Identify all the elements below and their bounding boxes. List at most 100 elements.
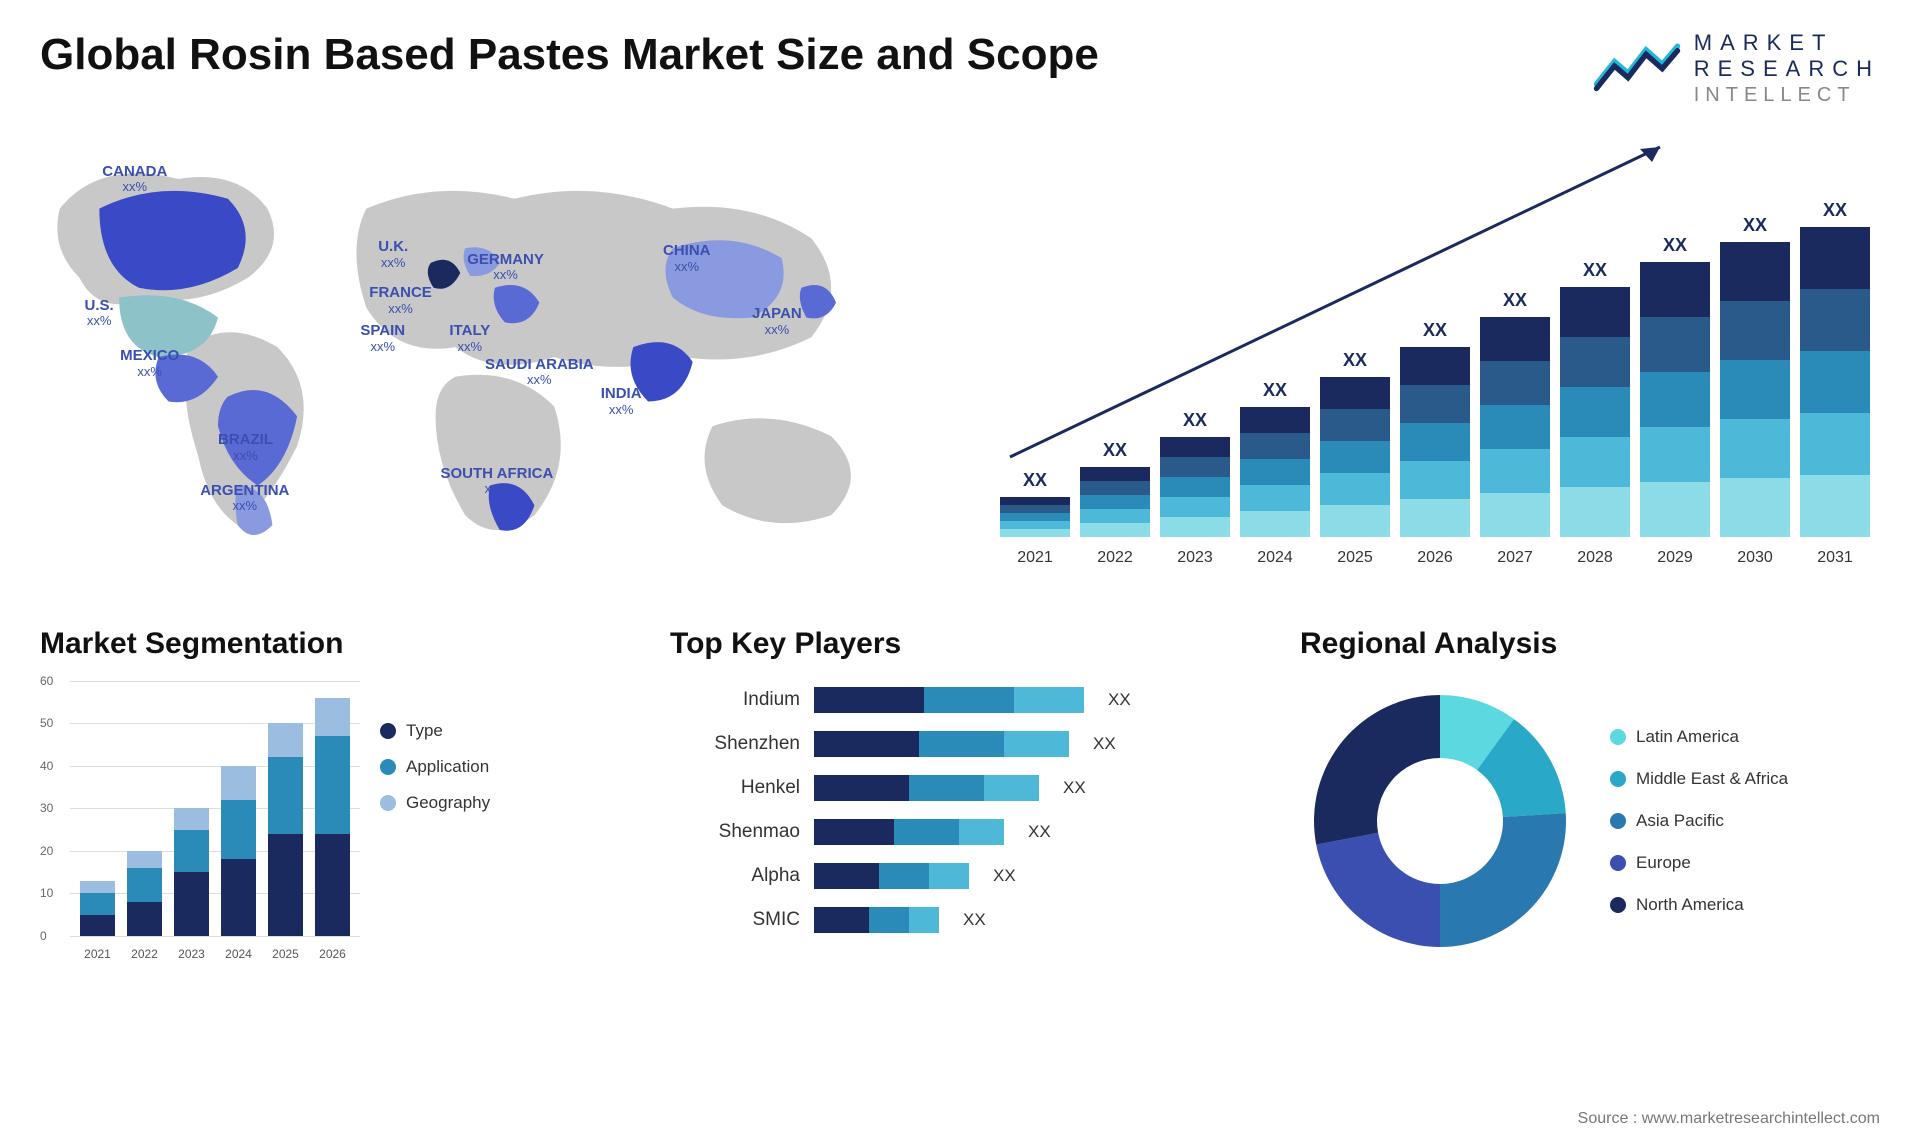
regional-legend: Latin AmericaMiddle East & AfricaAsia Pa… — [1610, 727, 1788, 915]
top-row: CANADAxx% U.S.xx%MEXICOxx% BRAZILxx% ARGENT… — [40, 147, 1880, 567]
legend-dot-icon — [1610, 771, 1626, 787]
growth-chart: XXXXXXXXXXXXXXXXXXXXXX 20212022202320242… — [990, 147, 1880, 567]
logo-line-3: INTELLECT — [1694, 83, 1880, 107]
map-label-saudi-arabia: SAUDI ARABIAxx% — [485, 357, 594, 388]
legend-dot-icon — [1610, 897, 1626, 913]
map-label-u-s-: U.S.xx% — [85, 298, 114, 329]
seg-legend-item: Geography — [380, 793, 490, 813]
regional-title: Regional Analysis — [1300, 627, 1880, 661]
kp-value: XX — [1093, 734, 1116, 754]
growth-bar-2027: XX — [1480, 290, 1550, 537]
legend-dot-icon — [1610, 729, 1626, 745]
kp-name: Shenmao — [670, 821, 800, 843]
kp-row-henkel: HenkelXX — [670, 775, 1250, 801]
seg-y-tick: 10 — [40, 886, 53, 900]
growth-bar-value: XX — [1023, 470, 1047, 491]
kp-row-indium: IndiumXX — [670, 687, 1250, 713]
kp-bar — [814, 907, 939, 933]
regional-donut-chart — [1300, 681, 1580, 961]
growth-bar-value: XX — [1183, 410, 1207, 431]
seg-bar-2024 — [221, 766, 256, 936]
world-map-section: CANADAxx% U.S.xx%MEXICOxx% BRAZILxx% ARGENT… — [40, 147, 930, 567]
kp-bar — [814, 819, 1004, 845]
growth-bar-value: XX — [1103, 440, 1127, 461]
legend-dot-icon — [380, 795, 396, 811]
map-label-u-k-: U.K.xx% — [378, 239, 408, 270]
legend-dot-icon — [380, 723, 396, 739]
growth-year-label: 2029 — [1640, 549, 1710, 567]
kp-value: XX — [1063, 778, 1086, 798]
reg-legend-item: Middle East & Africa — [1610, 769, 1788, 789]
key-players-card: Top Key Players IndiumXXShenzhenXXHenkel… — [670, 627, 1250, 961]
growth-bar-2024: XX — [1240, 380, 1310, 537]
seg-bar-2022 — [127, 851, 162, 936]
growth-bar-value: XX — [1503, 290, 1527, 311]
legend-label: Geography — [406, 793, 490, 813]
segmentation-legend: Type Application Geography — [380, 681, 490, 961]
kp-value: XX — [1028, 822, 1051, 842]
kp-row-shenmao: Shenmao XX — [670, 819, 1250, 845]
seg-x-label: 2023 — [174, 947, 209, 961]
legend-label: Type — [406, 721, 443, 741]
segmentation-title: Market Segmentation — [40, 627, 620, 661]
growth-bar-value: XX — [1663, 235, 1687, 256]
segmentation-card: Market Segmentation 0102030405060 202120… — [40, 627, 620, 961]
seg-legend-item: Type — [380, 721, 490, 741]
seg-bar-2025 — [268, 723, 303, 936]
key-players-chart: IndiumXXShenzhenXXHenkelXXShenmaoXXAlpha… — [670, 681, 1250, 933]
brand-logo: MARKET RESEARCH INTELLECT — [1592, 30, 1880, 107]
growth-bar-value: XX — [1343, 350, 1367, 371]
donut-slice-north-america — [1314, 695, 1440, 845]
map-label-china: CHINAxx% — [663, 243, 711, 274]
map-label-south-africa: SOUTH AFRICAxx% — [441, 466, 554, 497]
growth-bar-2026: XX — [1400, 320, 1470, 537]
bottom-row: Market Segmentation 0102030405060 202120… — [40, 627, 1880, 961]
legend-dot-icon — [380, 759, 396, 775]
logo-line-2: RESEARCH — [1694, 56, 1880, 82]
growth-bar-2025: XX — [1320, 350, 1390, 537]
seg-x-label: 2024 — [221, 947, 256, 961]
growth-year-label: 2031 — [1800, 549, 1870, 567]
logo-line-1: MARKET — [1694, 30, 1880, 56]
growth-bar-value: XX — [1583, 260, 1607, 281]
growth-bar-value: XX — [1423, 320, 1447, 341]
legend-dot-icon — [1610, 813, 1626, 829]
growth-bar-2028: XX — [1560, 260, 1630, 537]
kp-value: XX — [963, 910, 986, 930]
map-label-japan: JAPANxx% — [752, 306, 802, 337]
seg-y-tick: 0 — [40, 929, 47, 943]
growth-bar-value: XX — [1263, 380, 1287, 401]
map-label-spain: SPAINxx% — [360, 323, 405, 354]
donut-slice-asia-pacific — [1440, 813, 1566, 947]
growth-year-label: 2022 — [1080, 549, 1150, 567]
seg-y-tick: 40 — [40, 759, 53, 773]
growth-year-label: 2023 — [1160, 549, 1230, 567]
seg-legend-item: Application — [380, 757, 490, 777]
growth-bar-value: XX — [1823, 200, 1847, 221]
seg-x-label: 2026 — [315, 947, 350, 961]
kp-name: SMIC — [670, 909, 800, 931]
map-label-mexico: MEXICOxx% — [120, 348, 179, 379]
seg-x-label: 2021 — [80, 947, 115, 961]
legend-label: North America — [1636, 895, 1744, 915]
growth-year-label: 2026 — [1400, 549, 1470, 567]
seg-bar-2026 — [315, 698, 350, 936]
growth-year-label: 2021 — [1000, 549, 1070, 567]
map-label-canada: CANADAxx% — [102, 164, 167, 195]
legend-label: Europe — [1636, 853, 1691, 873]
legend-label: Asia Pacific — [1636, 811, 1724, 831]
seg-y-tick: 50 — [40, 716, 53, 730]
growth-year-label: 2024 — [1240, 549, 1310, 567]
page-title: Global Rosin Based Pastes Market Size an… — [40, 30, 1099, 80]
map-label-brazil: BRAZILxx% — [218, 432, 273, 463]
kp-value: XX — [993, 866, 1016, 886]
kp-bar — [814, 731, 1069, 757]
map-label-germany: GERMANYxx% — [467, 252, 544, 283]
growth-year-label: 2028 — [1560, 549, 1630, 567]
growth-bar-2031: XX — [1800, 200, 1870, 537]
source-footer: Source : www.marketresearchintellect.com — [1578, 1110, 1880, 1128]
segmentation-chart: 0102030405060 202120222023202420252026 — [40, 681, 360, 961]
growth-year-label: 2025 — [1320, 549, 1390, 567]
map-label-argentina: ARGENTINAxx% — [200, 483, 289, 514]
growth-bar-2029: XX — [1640, 235, 1710, 537]
